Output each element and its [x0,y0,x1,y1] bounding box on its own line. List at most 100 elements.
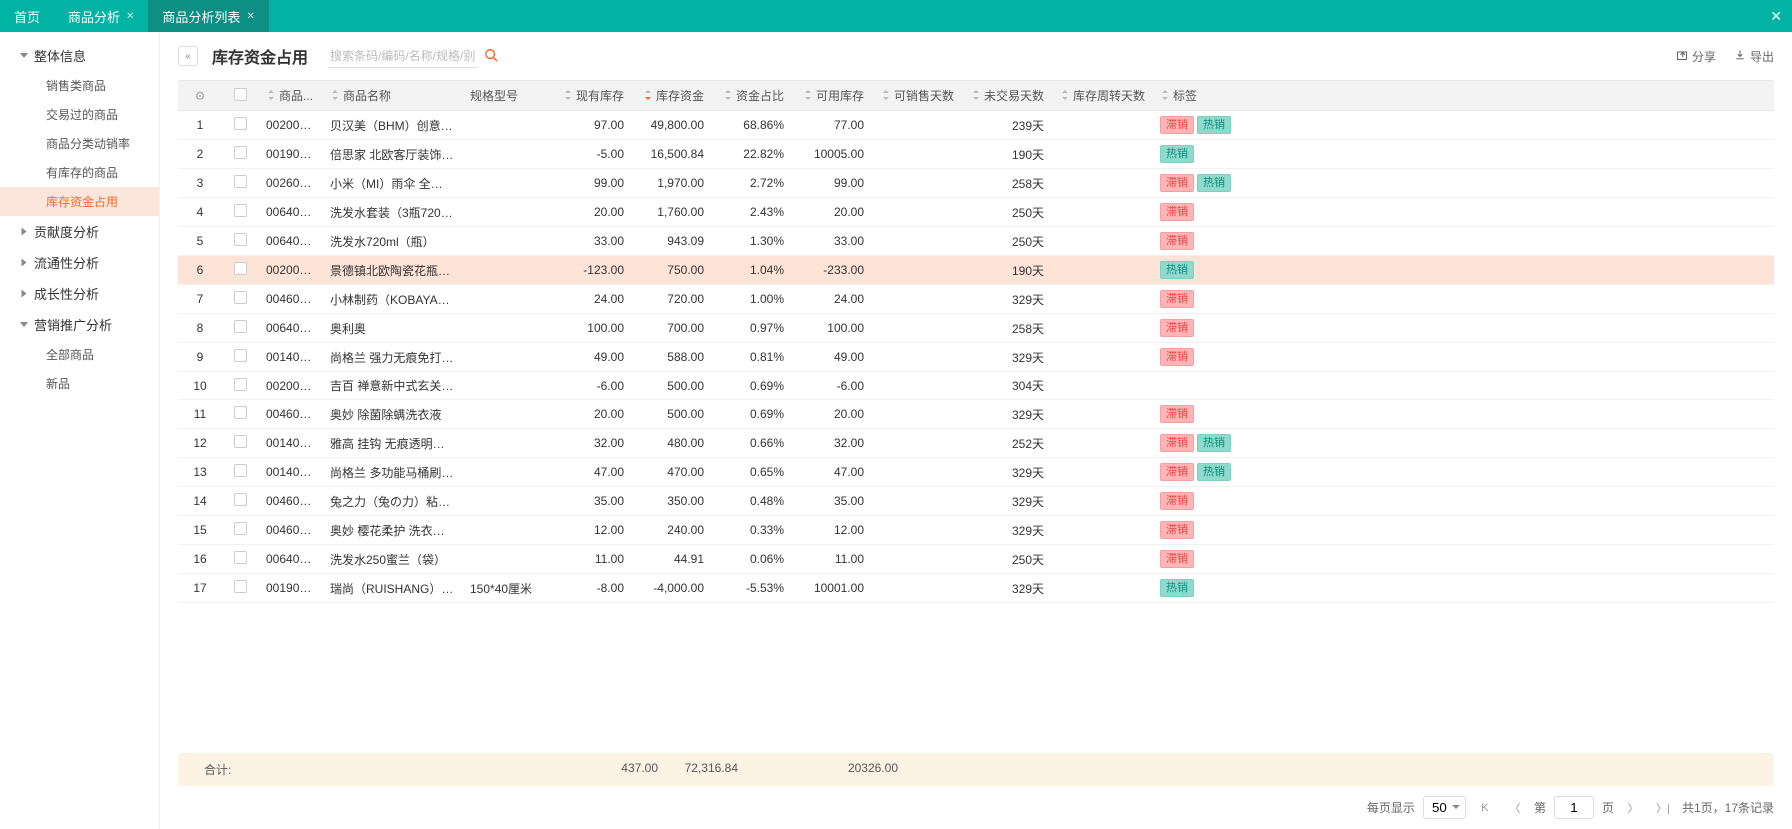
row-checkbox[interactable] [234,175,247,188]
column-header-tags[interactable]: 标签 [1152,81,1774,111]
tag: 滞销 [1160,203,1194,221]
cell-avail: 99.00 [792,169,872,198]
column-header-turnDays[interactable]: 库存周转天数 [1052,81,1152,111]
tree-group[interactable]: 营销推广分析 [0,309,159,340]
tree-item[interactable]: 交易过的商品 [0,100,159,129]
cell-name: 景德镇北欧陶瓷花瓶摆件 仿 [322,256,462,285]
row-checkbox[interactable] [234,435,247,448]
table-row[interactable]: 7004600...小林制药（KOBAYASHI）日24.00720.001.0… [178,285,1774,314]
cell-fund: 240.00 [632,516,712,545]
tree-group[interactable]: 贡献度分析 [0,216,159,247]
row-checkbox[interactable] [234,291,247,304]
tab-label: 商品分析 [68,7,120,26]
column-header-noTrade[interactable]: 未交易天数 [962,81,1052,111]
row-checkbox[interactable] [234,580,247,593]
cell-code: 001400... [258,458,322,487]
select-all-checkbox[interactable] [234,88,247,101]
tree-item[interactable]: 有库存的商品 [0,158,159,187]
cell-noTrade: 258天 [962,169,1052,198]
row-checkbox[interactable] [234,464,247,477]
table-row[interactable]: 12001400...雅高 挂钩 无痕透明粘钩 强力32.00480.000.6… [178,429,1774,458]
row-checkbox[interactable] [234,551,247,564]
cell-spec [462,458,552,487]
cell-code: 006400... [258,227,322,256]
close-all-icon[interactable]: ✕ [1770,0,1782,32]
last-page-button[interactable]: 〉| [1652,797,1674,819]
column-header-name[interactable]: 商品名称 [322,81,462,111]
tree-group[interactable]: 整体信息 [0,40,159,71]
search-icon[interactable] [484,48,498,65]
share-button[interactable]: 分享 [1676,48,1716,65]
cell-idx: 5 [178,227,222,256]
cell-fund: 470.00 [632,458,712,487]
tree-item[interactable]: 商品分类动销率 [0,129,159,158]
export-button[interactable]: 导出 [1734,48,1774,65]
row-checkbox[interactable] [234,378,247,391]
row-checkbox[interactable] [234,522,247,535]
table-row[interactable]: 11004600...奥妙 除菌除螨洗衣液20.00500.000.69%20.… [178,400,1774,429]
column-header-stock[interactable]: 现有库存 [552,81,632,111]
table-row[interactable]: 16006400...洗发水250蜜兰（袋）11.0044.910.06%11.… [178,545,1774,574]
first-page-button[interactable]: K [1474,797,1496,819]
tag: 热销 [1160,145,1194,163]
next-page-button[interactable]: 〉 [1622,797,1644,819]
column-header-code[interactable]: 商品... [258,81,322,111]
page-size-select[interactable]: 50 [1423,796,1466,819]
tag: 滞销 [1160,492,1194,510]
cell-code: 001900... [258,574,322,603]
table-row[interactable]: 10002000...吉百 禅意新中式玄关摆件客-6.00500.000.69%… [178,372,1774,400]
cell-chk [222,256,258,285]
table-row[interactable]: 2001900...倍思家 北欧客厅装饰画卧室-5.0016,500.8422.… [178,140,1774,169]
row-checkbox[interactable] [234,117,247,130]
prev-page-button[interactable]: 〈 [1504,797,1526,819]
cell-stock: 99.00 [552,169,632,198]
table-row[interactable]: 8006400...奥利奥100.00700.000.97%100.00258天… [178,314,1774,343]
cell-code: 004600... [258,400,322,429]
table-row[interactable]: 6002000...景德镇北欧陶瓷花瓶摆件 仿-123.00750.001.04… [178,256,1774,285]
column-header-saleDays[interactable]: 可销售天数 [872,81,962,111]
table-row[interactable]: 17001900...瑞尚（RUISHANG）卧室门150*40厘米-8.00-… [178,574,1774,603]
row-checkbox[interactable] [234,406,247,419]
tree-group[interactable]: 流通性分析 [0,247,159,278]
table-row[interactable]: 3002600...小米（MI）雨伞 全自动折叠99.001,970.002.7… [178,169,1774,198]
tree-item[interactable]: 全部商品 [0,340,159,369]
tree-item[interactable]: 新品 [0,369,159,398]
top-tab[interactable]: 商品分析 ✕ [54,0,148,32]
column-header-avail[interactable]: 可用库存 [792,81,872,111]
cell-turnDays [1052,400,1152,429]
tree-item[interactable]: 销售类商品 [0,71,159,100]
cell-turnDays [1052,314,1152,343]
column-header-ratio[interactable]: 资金占比 [712,81,792,111]
table-row[interactable]: 15004600...奥妙 樱花柔护 洗衣凝珠 1012.00240.000.3… [178,516,1774,545]
page-number-input[interactable] [1554,796,1594,819]
row-checkbox[interactable] [234,146,247,159]
table-row[interactable]: 9001400...尚格兰 强力无痕免打孔浴室49.00588.000.81%4… [178,343,1774,372]
collapse-sidebar-button[interactable]: « [178,46,198,66]
row-checkbox[interactable] [234,262,247,275]
table-row[interactable]: 5006400...洗发水720ml（瓶）33.00943.091.30%33.… [178,227,1774,256]
top-tab[interactable]: 商品分析列表✕ [148,0,268,32]
tree-item-label: 库存资金占用 [46,193,118,210]
row-checkbox[interactable] [234,233,247,246]
table-row[interactable]: 4006400...洗发水套装（3瓶720ml+1）20.001,760.002… [178,198,1774,227]
top-tab[interactable]: 首页 [0,0,54,32]
tree-group[interactable]: 成长性分析 [0,278,159,309]
tab-close-icon[interactable]: ✕ [246,11,254,22]
tree-item[interactable]: 库存资金占用 [0,187,159,216]
table-row[interactable]: 13001400...尚格兰 多功能马桶刷套装 升47.00470.000.65… [178,458,1774,487]
row-checkbox[interactable] [234,320,247,333]
row-checkbox[interactable] [234,493,247,506]
cell-stock: 20.00 [552,198,632,227]
chevron-icon [22,259,27,267]
table-row[interactable]: 14004600...兔之力（兔の力）粘毛器粘35.00350.000.48%3… [178,487,1774,516]
gear-icon[interactable]: ⚙ [195,89,206,103]
table-row[interactable]: 1002000...贝汉美（BHM）创意北欧风97.0049,800.0068.… [178,111,1774,140]
search-input[interactable] [328,45,478,68]
row-checkbox[interactable] [234,349,247,362]
row-checkbox[interactable] [234,204,247,217]
column-header-fund[interactable]: 库存资金 [632,81,712,111]
column-label: 现有库存 [576,89,624,103]
cell-idx: 13 [178,458,222,487]
cell-turnDays [1052,372,1152,400]
tab-close-icon[interactable]: ✕ [126,11,134,22]
